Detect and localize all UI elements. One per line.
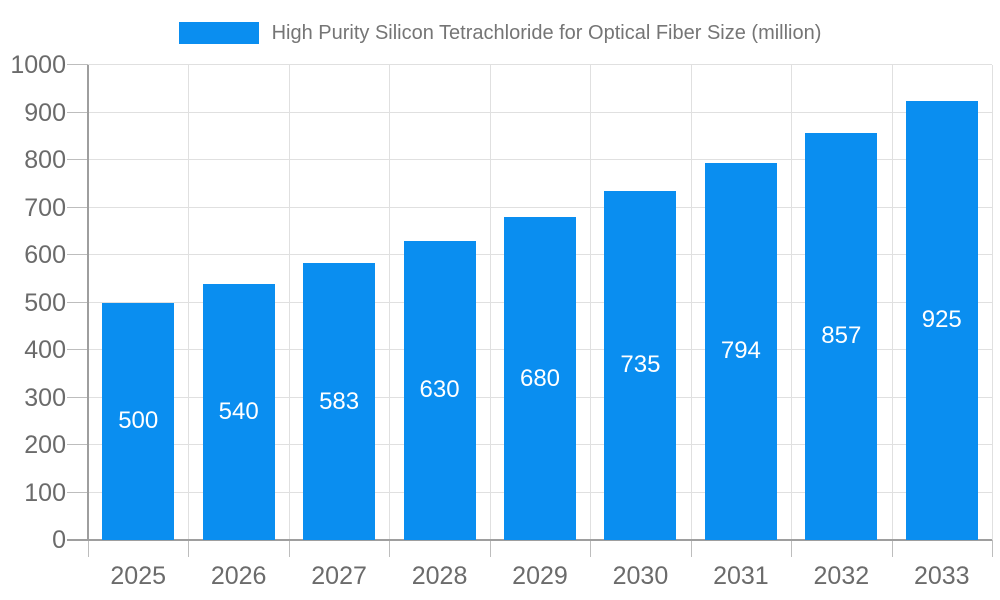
gridline-vertical xyxy=(992,65,993,540)
x-axis-tick xyxy=(88,540,89,557)
x-axis-category-label: 2032 xyxy=(813,562,870,590)
gridline-horizontal xyxy=(88,206,992,208)
bar-value-label: 735 xyxy=(620,351,661,379)
x-axis-tick xyxy=(590,540,592,557)
x-axis-category-label: 2031 xyxy=(713,562,769,590)
bar-2030 xyxy=(604,190,677,540)
bar-value-label: 540 xyxy=(218,397,259,425)
x-axis-line xyxy=(67,539,992,541)
y-axis-tick-label: 800 xyxy=(24,146,66,174)
x-axis-category-label: 2030 xyxy=(612,562,669,590)
y-axis-tick xyxy=(67,444,88,445)
gridline-horizontal xyxy=(88,111,992,113)
bar-2033 xyxy=(905,100,978,540)
y-axis-tick xyxy=(67,159,88,160)
gridline-horizontal xyxy=(88,159,992,160)
x-axis-tick xyxy=(389,540,391,557)
x-axis-tick xyxy=(791,540,793,557)
bar-2025 xyxy=(102,302,175,540)
bar-2032 xyxy=(805,132,878,540)
y-axis-tick xyxy=(67,349,88,350)
gridline-vertical xyxy=(590,65,592,540)
bar-value-label: 500 xyxy=(118,407,159,435)
y-axis-line xyxy=(87,65,89,540)
y-axis-tick xyxy=(67,491,88,493)
gridline-vertical xyxy=(891,65,893,540)
x-axis-category-label: 2033 xyxy=(913,562,970,590)
chart-legend[interactable]: High Purity Silicon Tetrachloride for Op… xyxy=(0,20,1000,46)
bar-2026 xyxy=(202,283,275,540)
y-axis-tick-label: 400 xyxy=(24,336,66,364)
y-axis-tick-label: 900 xyxy=(24,98,66,127)
y-axis-tick-label: 1000 xyxy=(10,51,66,79)
legend-swatch xyxy=(178,22,259,44)
bar-2027 xyxy=(303,263,376,540)
bar-value-label: 925 xyxy=(921,306,962,334)
x-axis-category-label: 2025 xyxy=(110,562,167,590)
y-axis-tick xyxy=(67,301,88,303)
x-axis-tick xyxy=(188,540,190,557)
bar-value-label: 680 xyxy=(519,364,561,392)
gridline-vertical xyxy=(288,65,290,540)
x-axis-tick xyxy=(891,540,893,557)
legend-label: High Purity Silicon Tetrachloride for Op… xyxy=(271,22,822,44)
bar-2028 xyxy=(403,240,476,540)
y-axis-tick xyxy=(67,254,88,255)
x-axis-category-label: 2028 xyxy=(411,562,468,590)
y-axis-tick xyxy=(67,206,88,208)
x-axis-tick xyxy=(992,540,993,557)
gridline-vertical xyxy=(489,65,491,540)
bar-2029 xyxy=(504,217,576,540)
x-axis-tick xyxy=(690,540,692,557)
bar-value-label: 583 xyxy=(319,387,360,415)
y-axis-tick-label: 0 xyxy=(52,526,66,554)
y-axis-tick xyxy=(67,111,88,113)
gridline-horizontal xyxy=(88,64,992,65)
y-axis-tick xyxy=(67,396,88,398)
y-axis-tick-label: 300 xyxy=(24,383,66,412)
y-axis-tick-label: 200 xyxy=(24,431,66,459)
y-axis-tick-label: 100 xyxy=(24,478,66,507)
x-axis-category-label: 2027 xyxy=(311,562,367,590)
bar-value-label: 630 xyxy=(419,376,460,404)
x-axis-tick xyxy=(288,540,290,557)
x-axis-category-label: 2026 xyxy=(210,562,267,590)
gridline-vertical xyxy=(791,65,793,540)
gridline-vertical xyxy=(690,65,692,540)
y-axis-tick-label: 600 xyxy=(24,241,66,269)
bar-value-label: 857 xyxy=(821,322,862,350)
gridline-vertical xyxy=(389,65,391,540)
bar-2031 xyxy=(704,162,777,540)
bar-value-label: 794 xyxy=(720,337,761,365)
x-axis-tick xyxy=(489,540,491,557)
gridline-vertical xyxy=(188,65,190,540)
y-axis-tick-label: 700 xyxy=(24,193,66,222)
y-axis-tick-label: 500 xyxy=(24,288,66,317)
x-axis-category-label: 2029 xyxy=(512,562,568,590)
y-axis-tick xyxy=(67,64,88,65)
